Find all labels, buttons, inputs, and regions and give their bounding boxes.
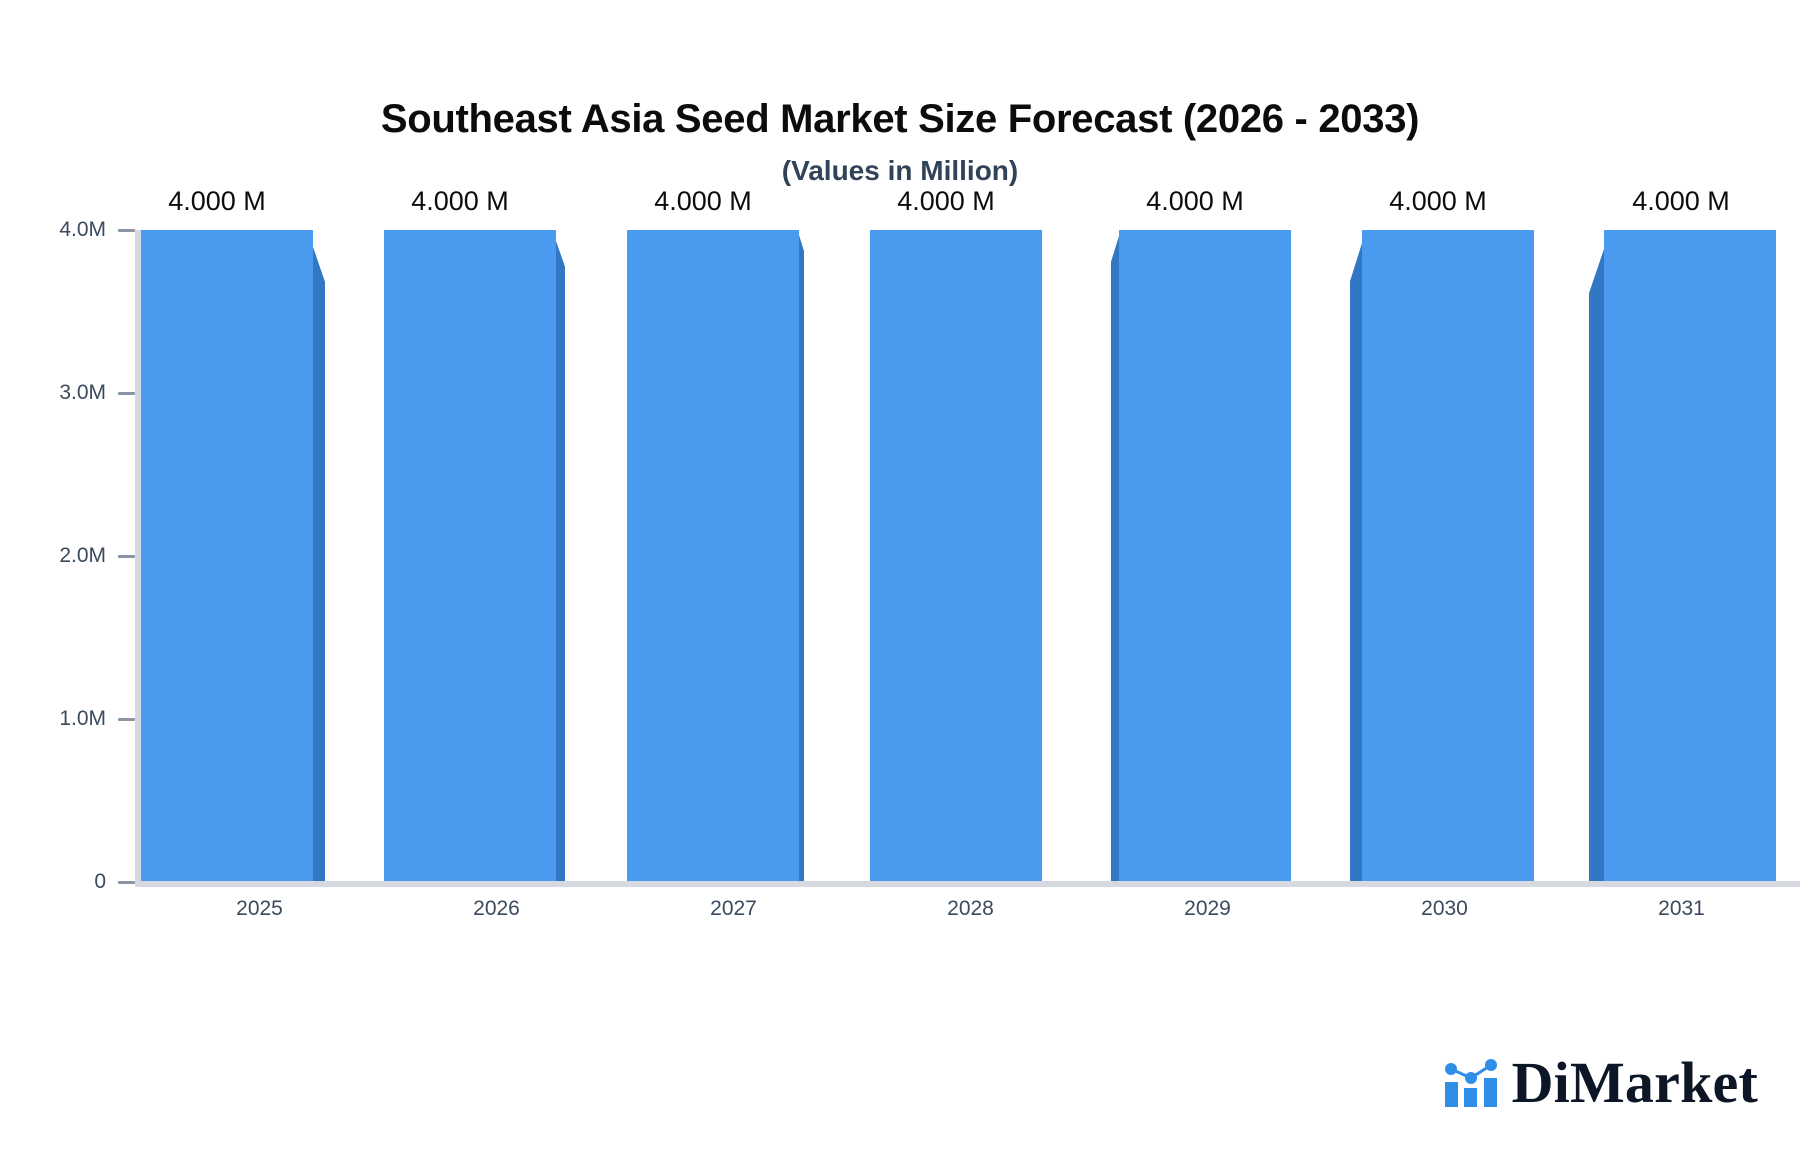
bar-value-label: 4.000 M — [1146, 186, 1244, 216]
bar-series: 4.000 M 4.000 M 4.000 M — [141, 186, 1800, 881]
bar-side-face — [1589, 249, 1604, 881]
y-axis-tick: 1.0M — [59, 707, 135, 730]
bar-front-face — [141, 230, 313, 881]
bar-slot[interactable]: 4.000 M — [615, 186, 852, 881]
bar-slot[interactable]: 4.000 M — [378, 186, 615, 881]
bar-side-face — [1350, 243, 1362, 881]
bar-3d — [1089, 230, 1326, 881]
y-axis: 4.0M 3.0M 2.0M 1.0M 0 — [0, 218, 135, 893]
y-axis-tick-label: 1.0M — [59, 707, 106, 730]
y-axis-tick-label: 2.0M — [59, 544, 106, 567]
bar-chart-logo-icon — [1444, 1059, 1497, 1107]
plot-area: 4.0M 3.0M 2.0M 1.0M 0 — [0, 186, 1800, 893]
x-axis-tick-label: 2028 — [947, 897, 994, 920]
bar-side-face — [313, 247, 325, 881]
bar-slot[interactable]: 4.000 M — [852, 186, 1089, 881]
bar-value-label: 4.000 M — [168, 186, 266, 216]
bar-slot[interactable]: 4.000 M — [1326, 186, 1563, 881]
bar-front-face — [384, 230, 556, 881]
bar-value-label: 4.000 M — [411, 186, 509, 216]
y-axis-tick: 2.0M — [59, 544, 135, 567]
x-axis-tick-label: 2031 — [1658, 897, 1705, 920]
x-axis-tick-label: 2029 — [1184, 897, 1231, 920]
chart-title: Southeast Asia Seed Market Size Forecast… — [380, 97, 1420, 141]
bar-side-face — [799, 235, 804, 881]
bar-value-label: 4.000 M — [1632, 186, 1730, 216]
y-axis-tick-mark — [118, 717, 135, 721]
bar-front-face — [627, 230, 799, 881]
x-axis-tick-label: 2030 — [1421, 897, 1468, 920]
x-axis-tick-label: 2025 — [236, 897, 283, 920]
bar-slot[interactable]: 4.000 M — [1089, 186, 1326, 881]
y-axis-tick-label: 0 — [94, 870, 106, 893]
y-axis-tick-label: 4.0M — [59, 218, 106, 241]
bar-3d — [1326, 230, 1563, 881]
bar-value-label: 4.000 M — [1389, 186, 1487, 216]
bar-side-face — [556, 241, 565, 881]
bar-3d — [1563, 230, 1800, 881]
y-axis-tick-mark — [118, 554, 135, 558]
brand-logo: DiMarket — [1444, 1054, 1758, 1112]
y-axis-tick-mark — [118, 391, 135, 395]
x-axis-tick-label: 2026 — [473, 897, 520, 920]
bar-front-face — [1362, 230, 1534, 881]
x-axis-line — [135, 881, 1800, 887]
y-axis-line — [135, 230, 141, 885]
x-axis: 2025 2026 2027 2028 2029 2030 2031 — [141, 897, 1800, 921]
x-axis-tick-label: 2027 — [710, 897, 757, 920]
bar-front-face — [1119, 230, 1291, 881]
bar-3d — [141, 230, 378, 881]
bar-front-face — [1604, 230, 1776, 881]
bar-side-face — [1111, 236, 1119, 881]
chart-subtitle: (Values in Million) — [781, 155, 1019, 187]
bar-front-face — [870, 230, 1042, 881]
bar-slot[interactable]: 4.000 M — [1563, 186, 1800, 881]
y-axis-tick: 3.0M — [59, 381, 135, 404]
bar-slot[interactable]: 4.000 M — [141, 186, 378, 881]
y-axis-tick-mark — [118, 228, 135, 232]
y-axis-tick: 0 — [94, 870, 135, 893]
bar-3d — [378, 230, 615, 881]
chart-header: Southeast Asia Seed Market Size Forecast… — [0, 96, 1800, 187]
y-axis-tick-label: 3.0M — [59, 381, 106, 404]
bar-value-label: 4.000 M — [897, 186, 995, 216]
bar-value-label: 4.000 M — [654, 186, 752, 216]
y-axis-tick-mark — [118, 880, 135, 884]
bar-3d — [852, 230, 1089, 881]
y-axis-tick: 4.0M — [59, 218, 135, 241]
brand-name: DiMarket — [1511, 1050, 1758, 1115]
bar-3d — [615, 230, 852, 881]
